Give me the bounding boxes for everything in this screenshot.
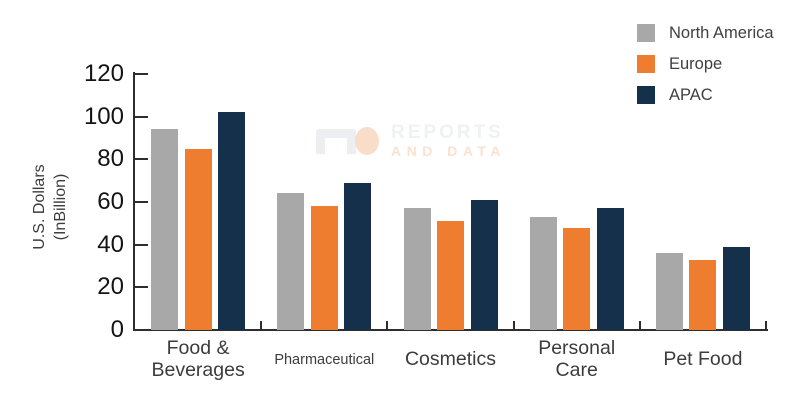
category-label-personal-care: Personal Care	[538, 337, 616, 381]
x-tick-4	[638, 321, 641, 330]
bar-europe-pet-food	[689, 259, 717, 330]
y-tick-40	[135, 243, 148, 246]
legend-item-europe: Europe	[637, 55, 774, 73]
legend-item-north-america: North America	[637, 24, 774, 42]
bar-north-america-pet-food	[655, 253, 683, 330]
legend-swatch-apac	[637, 86, 655, 104]
x-tick-2	[386, 321, 389, 330]
y-tick-20	[135, 286, 148, 289]
y-tick-label-0: 0	[110, 316, 124, 343]
y-tick-60	[135, 201, 148, 203]
y-tick-80	[135, 158, 148, 161]
y-tick-100	[135, 115, 148, 118]
bar-apac-pharmaceutical	[344, 182, 372, 330]
bar-europe-pharmaceutical	[310, 206, 338, 330]
x-tick-3	[512, 321, 515, 330]
y-tick-120	[135, 73, 148, 75]
legend: North America Europe APAC	[637, 24, 774, 117]
y-tick-label-120: 120	[83, 60, 124, 87]
x-axis-line	[133, 329, 768, 331]
y-tick-label-20: 20	[97, 273, 124, 301]
bar-apac-personal-care	[596, 208, 624, 330]
y-tick-label-100: 100	[83, 102, 124, 130]
bar-north-america-personal-care	[529, 216, 557, 330]
bar-apac-cosmetics	[470, 199, 498, 330]
y-tick-label-60: 60	[97, 188, 124, 215]
bar-north-america-cosmetics	[403, 208, 431, 330]
category-label-pet-food: Pet Food	[663, 348, 743, 371]
category-label-pharmaceutical: Pharmaceutical	[274, 351, 375, 368]
bar-north-america-food-beverages	[151, 129, 179, 330]
x-tick-5	[765, 321, 767, 330]
watermark: REPORTS AND DATA	[316, 122, 506, 160]
y-tick-label-80: 80	[97, 145, 124, 173]
legend-swatch-north-america	[637, 24, 655, 42]
category-label-food-beverages: Food & Beverages	[151, 337, 245, 381]
bar-europe-personal-care	[563, 227, 591, 330]
legend-label-europe: Europe	[669, 55, 723, 73]
logo-glyph	[316, 128, 356, 154]
legend-swatch-europe	[637, 55, 655, 73]
y-tick-label-40: 40	[97, 230, 124, 258]
y-axis-line	[133, 72, 135, 331]
x-tick-1	[260, 321, 263, 330]
reports-and-data-logo-icon	[316, 127, 379, 155]
bar-apac-pet-food	[722, 246, 750, 330]
logo-dot	[355, 127, 379, 155]
legend-item-apac: APAC	[637, 86, 774, 104]
watermark-line1: REPORTS	[391, 122, 504, 143]
category-label-cosmetics: Cosmetics	[404, 348, 496, 371]
y-axis-title-line1: U.S. Dollars	[31, 164, 48, 250]
bar-apac-food-beverages	[218, 112, 246, 330]
bar-europe-food-beverages	[184, 148, 212, 330]
legend-label-apac: APAC	[669, 86, 713, 104]
legend-label-north-america: North America	[669, 24, 774, 42]
bar-europe-cosmetics	[437, 221, 464, 330]
watermark-line2: AND DATA	[391, 143, 507, 159]
watermark-text: REPORTS AND DATA	[391, 122, 506, 160]
bar-north-america-pharmaceutical	[277, 193, 305, 330]
